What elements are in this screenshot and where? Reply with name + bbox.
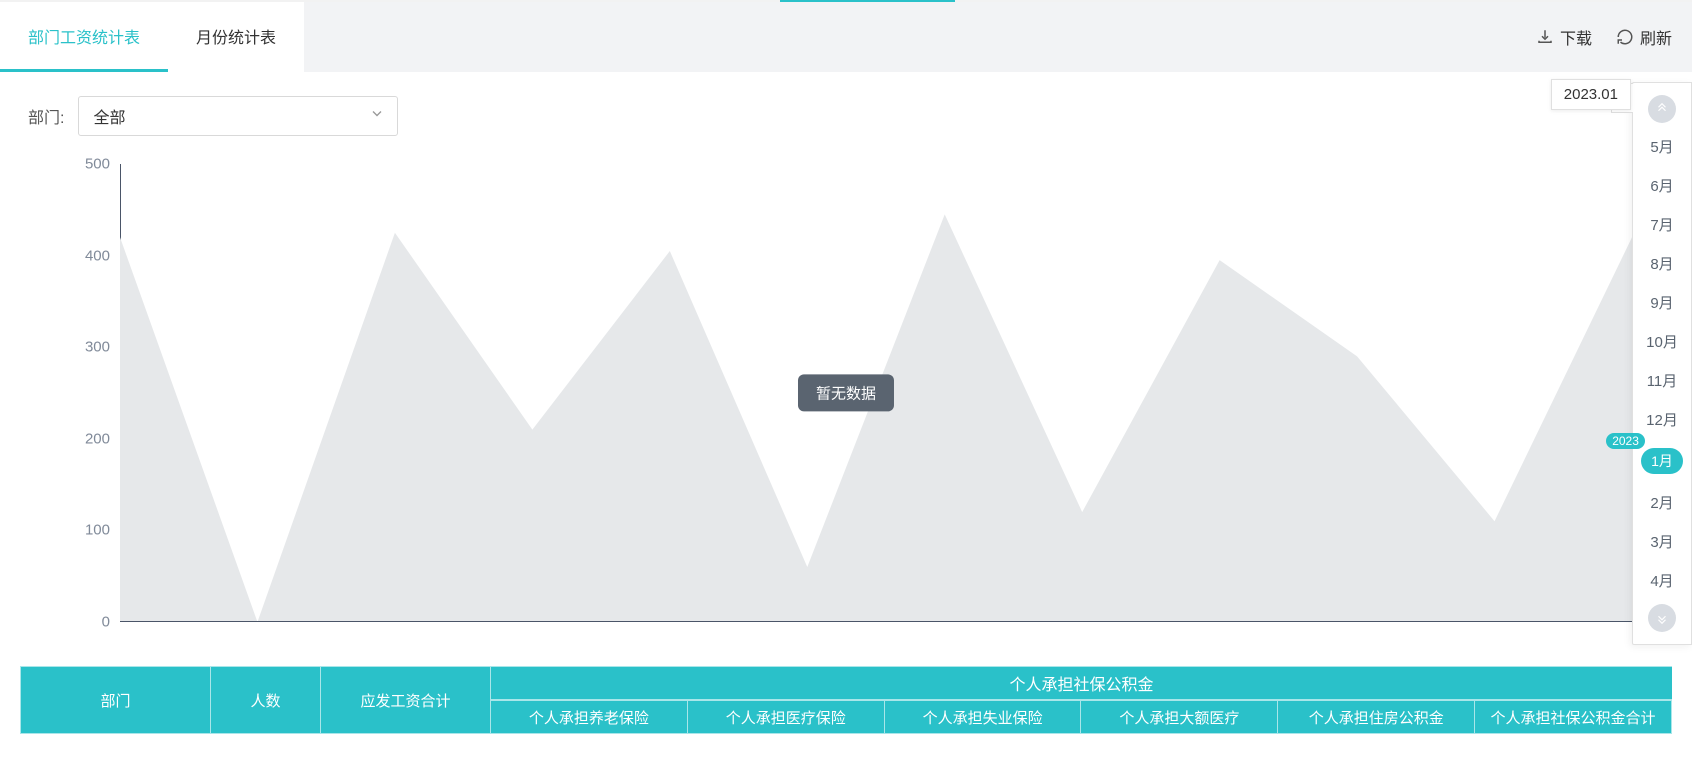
refresh-button[interactable]: 刷新 (1616, 25, 1672, 49)
timeline-up-button[interactable] (1648, 95, 1676, 123)
download-icon (1536, 28, 1554, 46)
th-sub: 个人承担失业保险 (884, 700, 1081, 734)
timeline-panel: 2023.01 5月6月7月8月9月10月11月12月20231月2月3月4月 (1632, 82, 1692, 645)
timeline-item[interactable]: 8月 (1641, 244, 1683, 283)
th-sub: 个人承担大额医疗 (1080, 700, 1277, 734)
timeline-current-year: 2023.01 (1551, 79, 1631, 110)
table-header: 部门 人数 应发工资合计 个人承担社保公积金 个人承担养老保险个人承担医疗保险个… (20, 666, 1672, 734)
timeline-item[interactable]: 12月 (1641, 400, 1683, 439)
chart: 0100200300400500 暂无数据 (60, 164, 1632, 644)
chevron-down-icon (369, 106, 385, 127)
tabs: 部门工资统计表 月份统计表 (0, 2, 304, 72)
timeline-down-button[interactable] (1648, 604, 1676, 632)
chart-area-series (120, 214, 1632, 622)
th-count: 人数 (210, 666, 320, 734)
chart-y-axis: 0100200300400500 (60, 164, 120, 622)
th-sub: 个人承担社保公积金合计 (1474, 700, 1672, 734)
timeline-item[interactable]: 2月 (1641, 483, 1683, 522)
th-sub: 个人承担养老保险 (490, 700, 687, 734)
timeline-item[interactable]: 6月 (1641, 166, 1683, 205)
y-tick: 300 (85, 339, 110, 356)
timeline-item[interactable]: 20231月 (1641, 439, 1683, 483)
timeline-item-label: 1月 (1641, 448, 1683, 474)
y-tick: 100 (85, 522, 110, 539)
refresh-label: 刷新 (1640, 25, 1672, 49)
th-sub: 个人承担住房公积金 (1277, 700, 1474, 734)
tabs-row: 部门工资统计表 月份统计表 下载 刷新 (0, 2, 1692, 72)
no-data-badge: 暂无数据 (798, 374, 894, 411)
department-select-value: 全部 (93, 104, 125, 128)
y-tick: 400 (85, 247, 110, 264)
timeline-item[interactable]: 7月 (1641, 205, 1683, 244)
timeline-item[interactable]: 9月 (1641, 283, 1683, 322)
filter-row: 部门: 全部 (0, 72, 1692, 136)
timeline-item[interactable]: 10月 (1641, 322, 1683, 361)
th-dept: 部门 (20, 666, 210, 734)
y-tick: 0 (102, 614, 110, 631)
y-tick: 200 (85, 430, 110, 447)
th-group: 个人承担社保公积金 个人承担养老保险个人承担医疗保险个人承担失业保险个人承担大额… (490, 666, 1672, 734)
tab-month-stats[interactable]: 月份统计表 (168, 2, 304, 72)
th-sub: 个人承担医疗保险 (687, 700, 884, 734)
th-gross: 应发工资合计 (320, 666, 490, 734)
chart-x-axis-line (120, 621, 1632, 622)
download-label: 下载 (1560, 25, 1592, 49)
th-group-label: 个人承担社保公积金 (490, 666, 1672, 700)
timeline-year-tag: 2023 (1606, 433, 1645, 449)
department-select[interactable]: 全部 (78, 96, 398, 136)
y-tick: 500 (85, 156, 110, 173)
timeline-item[interactable]: 5月 (1641, 127, 1683, 166)
timeline-item[interactable]: 11月 (1641, 361, 1683, 400)
tab-dept-stats[interactable]: 部门工资统计表 (0, 2, 168, 72)
timeline-item[interactable]: 4月 (1641, 561, 1683, 600)
refresh-icon (1616, 28, 1634, 46)
timeline-item[interactable]: 3月 (1641, 522, 1683, 561)
download-button[interactable]: 下载 (1536, 25, 1592, 49)
filter-label: 部门: (28, 104, 64, 128)
